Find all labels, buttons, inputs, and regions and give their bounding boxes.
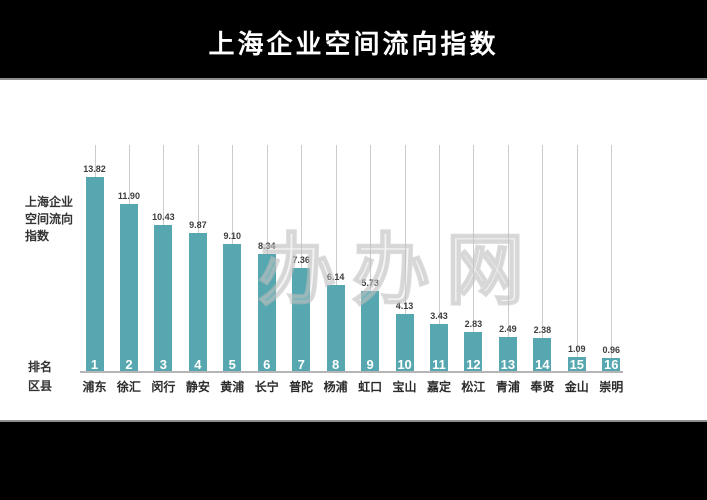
bar-category-label: 闵行 xyxy=(151,380,176,394)
gridline xyxy=(542,145,544,372)
bar xyxy=(361,291,380,372)
bar-rank-label: 14 xyxy=(535,357,550,372)
bar-rank-label: 16 xyxy=(604,357,619,372)
bar xyxy=(533,338,552,372)
bar-category-label: 浦东 xyxy=(82,380,107,394)
bar xyxy=(85,177,104,372)
bar-value-label: 9.87 xyxy=(189,220,207,230)
bar-value-label: 2.49 xyxy=(499,324,517,334)
y-axis-label-line: 空间流向 xyxy=(25,212,74,226)
bar xyxy=(464,332,483,372)
bar-value-label: 8.34 xyxy=(257,241,276,251)
bar xyxy=(430,324,448,372)
bar xyxy=(223,244,242,372)
bar-value-label: 10.43 xyxy=(152,212,175,222)
gridline xyxy=(473,145,475,372)
bottom-band xyxy=(0,420,707,500)
rank-row-label: 排名 xyxy=(28,360,53,374)
bar-rank-label: 11 xyxy=(432,357,446,372)
page-title: 上海企业空间流向指数 xyxy=(208,28,499,59)
bar-rank-label: 10 xyxy=(397,357,412,372)
bar-rank-label: 13 xyxy=(500,357,516,372)
bar-category-label: 松江 xyxy=(461,380,486,394)
bar-category-label: 崇明 xyxy=(599,380,624,394)
bar-category-label: 普陀 xyxy=(289,380,314,394)
bar-rank-label: 2 xyxy=(125,357,133,372)
y-axis-label-line: 指数 xyxy=(25,229,50,243)
gridline xyxy=(611,145,613,372)
bar-value-label: 1.09 xyxy=(568,344,586,354)
bar xyxy=(188,233,207,372)
bar xyxy=(498,337,517,372)
bar-category-label: 长宁 xyxy=(254,380,279,394)
bar-value-label: 3.43 xyxy=(430,311,448,321)
gridline xyxy=(404,145,406,372)
bar-category-label: 徐汇 xyxy=(116,380,141,394)
bar xyxy=(395,314,414,372)
bar-category-label: 静安 xyxy=(185,380,210,394)
bar-category-label: 奉贤 xyxy=(530,380,555,394)
bar-rank-label: 1 xyxy=(90,357,99,372)
bar-rank-label: 8 xyxy=(332,357,340,372)
bar-rank-label: 7 xyxy=(297,357,305,372)
bar-category-label: 青浦 xyxy=(495,380,520,394)
bar-rank-label: 15 xyxy=(569,357,585,372)
bar xyxy=(154,225,173,372)
bar-value-label: 6.14 xyxy=(326,272,345,282)
bar-value-label: 11.90 xyxy=(117,191,140,201)
y-axis-label: 上海企业 空间流向 指数 xyxy=(25,194,73,245)
y-axis-label-line: 上海企业 xyxy=(25,195,74,209)
bar xyxy=(292,268,311,372)
bar-category-label: 杨浦 xyxy=(323,380,348,394)
bar-category-label: 虹口 xyxy=(358,380,383,394)
title-band: 上海企业空间流向指数 xyxy=(0,0,707,80)
gridline xyxy=(301,145,303,372)
bar-value-label: 2.83 xyxy=(464,319,483,329)
bar-category-label: 黄浦 xyxy=(220,380,245,394)
gridline xyxy=(576,145,578,372)
bar-rank-label: 5 xyxy=(228,357,236,372)
bar xyxy=(326,285,345,372)
bar-value-label: 2.38 xyxy=(533,325,552,335)
bar-value-label: 13.82 xyxy=(83,164,106,174)
bar-value-label: 0.96 xyxy=(602,345,621,355)
gridline xyxy=(370,145,372,372)
district-row-label: 区县 xyxy=(28,379,53,393)
bar-value-label: 7.36 xyxy=(292,255,310,265)
gridline xyxy=(439,145,440,372)
bar-value-label: 5.73 xyxy=(361,278,379,288)
bar xyxy=(257,254,276,372)
gridline xyxy=(335,145,337,372)
bar-rank-label: 4 xyxy=(194,357,202,372)
bar xyxy=(119,204,138,372)
bar-rank-label: 12 xyxy=(466,357,481,372)
bar-rank-label: 6 xyxy=(263,357,271,372)
bar-category-label: 嘉定 xyxy=(426,380,451,394)
bar-value-label: 4.13 xyxy=(395,301,414,311)
bar-category-label: 宝山 xyxy=(392,380,417,394)
bar-rank-label: 9 xyxy=(366,357,374,372)
bar-value-label: 9.10 xyxy=(223,231,242,241)
bar-rank-label: 3 xyxy=(159,357,167,372)
bar xyxy=(567,357,586,372)
x-axis-line xyxy=(80,371,623,373)
bar-category-label: 金山 xyxy=(564,380,589,394)
gridline xyxy=(507,145,509,372)
bar xyxy=(602,358,621,372)
